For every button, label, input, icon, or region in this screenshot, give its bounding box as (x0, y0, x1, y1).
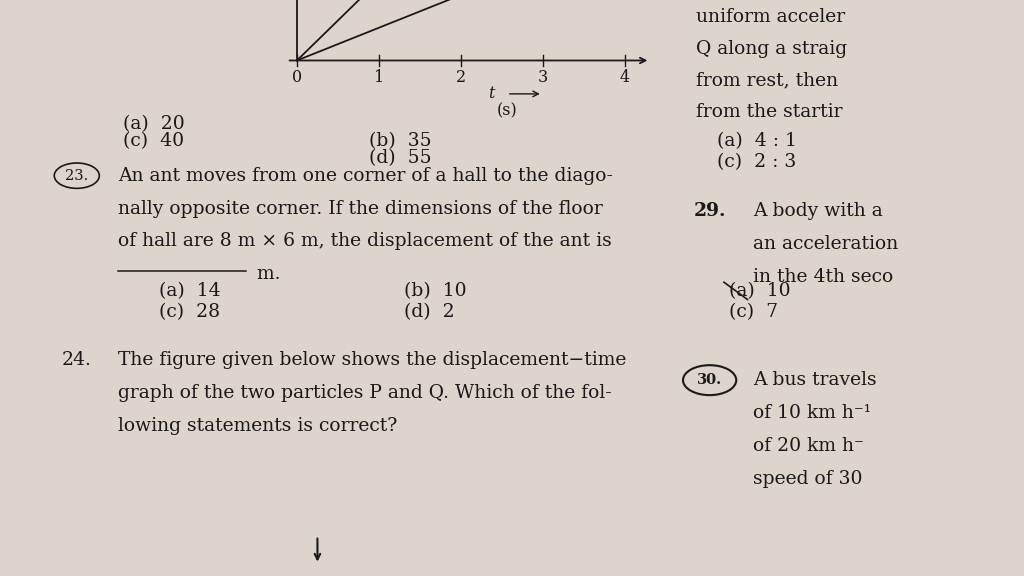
Text: 1: 1 (374, 69, 384, 86)
Text: (a)  10: (a) 10 (729, 282, 791, 300)
Text: (c)  7: (c) 7 (729, 303, 778, 321)
Text: (a)  4 : 1: (a) 4 : 1 (717, 132, 797, 150)
Text: A body with a: A body with a (753, 202, 883, 221)
Text: (b)  35: (b) 35 (369, 132, 431, 150)
Text: graph of the two particles P and Q. Which of the fol-: graph of the two particles P and Q. Whic… (118, 384, 611, 402)
Text: An ant moves from one corner of a hall to the diago-: An ant moves from one corner of a hall t… (118, 166, 612, 185)
Text: 30.: 30. (697, 373, 722, 387)
Text: The figure given below shows the displacement−time: The figure given below shows the displac… (118, 351, 626, 369)
Text: (c)  40: (c) 40 (123, 132, 184, 150)
Text: of 10 km h⁻¹: of 10 km h⁻¹ (753, 404, 870, 422)
Text: (c)  28: (c) 28 (159, 303, 220, 321)
Text: (a)  14: (a) 14 (159, 282, 220, 300)
Text: of hall are 8 m × 6 m, the displacement of the ant is: of hall are 8 m × 6 m, the displacement … (118, 232, 611, 251)
Text: lowing statements is correct?: lowing statements is correct? (118, 416, 397, 435)
Text: 23.: 23. (66, 169, 88, 183)
Text: Q along a straig: Q along a straig (696, 40, 848, 58)
Text: from the startir: from the startir (696, 103, 843, 122)
Text: 3: 3 (538, 69, 548, 86)
Text: 2: 2 (456, 69, 466, 86)
Text: 4: 4 (620, 69, 630, 86)
Text: 0: 0 (292, 69, 302, 86)
Text: m.: m. (251, 265, 281, 283)
Text: (s): (s) (497, 103, 517, 120)
Text: of 20 km h⁻: of 20 km h⁻ (753, 437, 863, 455)
Text: A bus travels: A bus travels (753, 371, 877, 389)
Text: uniform acceler: uniform acceler (696, 8, 846, 26)
Text: in the 4th seco: in the 4th seco (753, 268, 893, 286)
Text: 24.: 24. (61, 351, 92, 369)
Text: nally opposite corner. If the dimensions of the floor: nally opposite corner. If the dimensions… (118, 199, 602, 218)
Text: from rest, then: from rest, then (696, 71, 839, 90)
Text: (d)  55: (d) 55 (369, 149, 431, 168)
Text: (a)  20: (a) 20 (123, 115, 184, 133)
Text: 29.: 29. (693, 202, 726, 221)
Text: (d)  2: (d) 2 (404, 303, 455, 321)
Text: speed of 30: speed of 30 (753, 469, 862, 488)
Text: t: t (488, 85, 495, 103)
Text: an acceleration: an acceleration (753, 235, 898, 253)
Text: (b)  10: (b) 10 (404, 282, 467, 300)
Text: (c)  2 : 3: (c) 2 : 3 (717, 153, 796, 172)
